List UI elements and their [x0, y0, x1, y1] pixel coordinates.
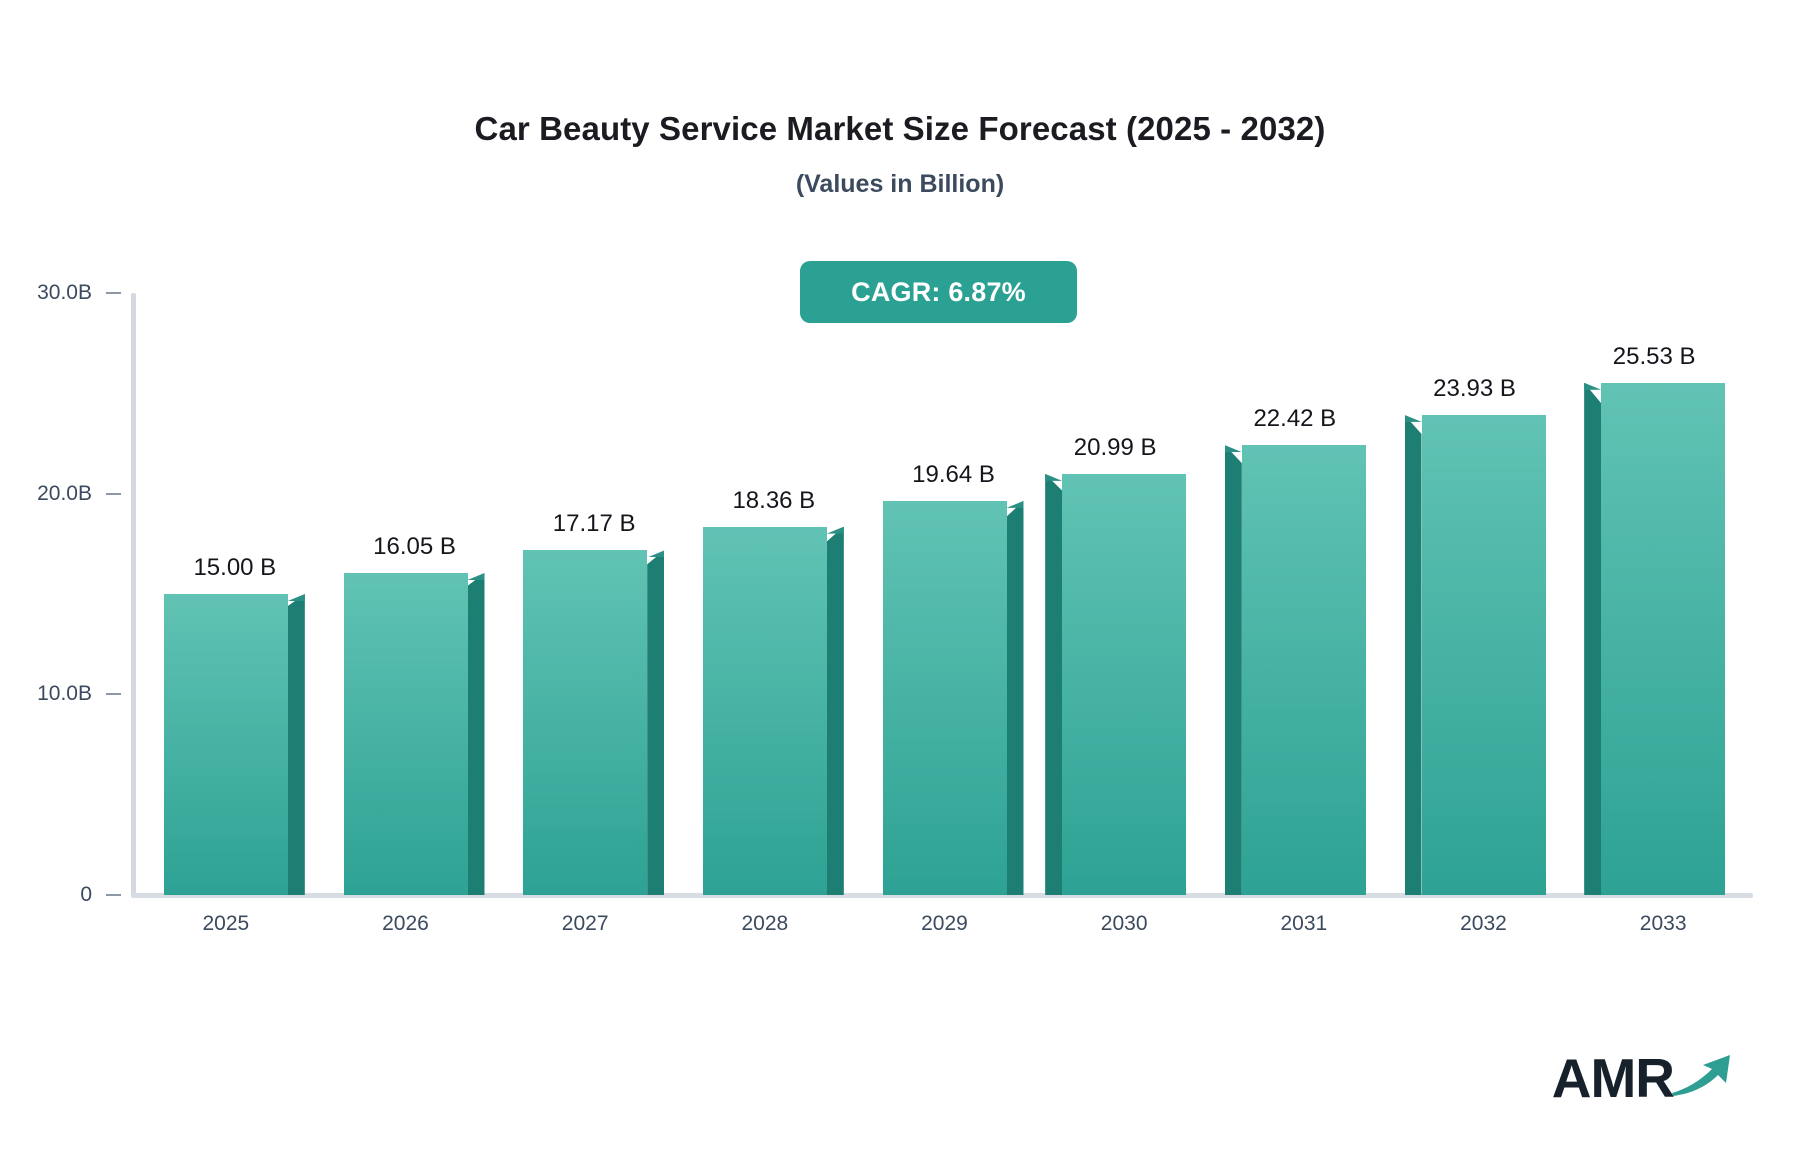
bar-column: 17.17 B [523, 293, 665, 895]
amr-logo: AMR [1552, 1049, 1734, 1106]
bar-top-cap [826, 526, 844, 534]
bar-face [1421, 414, 1546, 895]
bar-side-3d [287, 594, 305, 895]
x-axis-category-label: 2031 [1280, 912, 1328, 935]
y-axis-tick-label: 0 [80, 883, 92, 906]
bar-value-label: 17.17 B [552, 510, 636, 538]
y-axis-tick: 30.0B [0, 281, 131, 304]
y-axis-tick-label: 30.0B [37, 281, 92, 304]
bar[interactable]: 16.05 B [343, 533, 485, 895]
bar-top-cap [1045, 473, 1063, 481]
bar-column: 20.99 B [1045, 293, 1187, 895]
x-axis-category-label: 2026 [382, 912, 429, 935]
bar-column: 16.05 B [343, 293, 485, 895]
bar-column: 22.42 B [1224, 293, 1366, 895]
cagr-badge: CAGR: 6.87% [800, 261, 1077, 323]
bar-column: 23.93 B [1404, 293, 1546, 895]
bar[interactable]: 17.17 B [523, 510, 665, 895]
bar-column: 18.36 B [702, 293, 844, 895]
bar-column: 19.64 B [882, 293, 1024, 895]
y-axis-line [131, 293, 136, 897]
chart-title: Car Beauty Service Market Size Forecast … [474, 110, 1326, 147]
y-axis-tick-dash [106, 292, 121, 294]
bar-value-label: 23.93 B [1433, 374, 1516, 402]
y-axis-tick-label: 10.0B [37, 682, 92, 706]
bar-side-3d [1224, 445, 1242, 895]
bar-face [163, 594, 288, 895]
bar[interactable]: 23.93 B [1404, 375, 1546, 895]
bar-value-label: 20.99 B [1073, 433, 1157, 461]
bar[interactable]: 19.64 B [882, 461, 1024, 895]
y-axis-tick-dash [106, 492, 121, 495]
bar-face [882, 500, 1007, 895]
bar-face [1601, 382, 1726, 895]
y-axis-tick: 10.0B [0, 682, 131, 706]
trend-up-arrow-icon [1670, 1049, 1734, 1102]
bar[interactable]: 20.99 B [1045, 434, 1187, 895]
bar-face [343, 572, 468, 895]
bar-value-label: 22.42 B [1253, 405, 1337, 433]
bar-face [1241, 445, 1366, 895]
x-axis-category-label: 2027 [561, 912, 609, 935]
bar-top-cap [1404, 414, 1422, 422]
bar-side-3d [467, 572, 485, 895]
bar-value-label: 25.53 B [1612, 342, 1696, 370]
bar-series: 15.00 B 16.05 B 17.17 B 18.36 B 19.64 B 20.99… [136, 293, 1753, 895]
bar-top-cap [1006, 500, 1024, 508]
x-axis-category-label: 2025 [202, 912, 250, 935]
bar-face [1062, 473, 1187, 895]
logo-text: AMR [1551, 1047, 1675, 1109]
bar-top-cap [1224, 445, 1242, 453]
bar-value-label: 19.64 B [912, 460, 995, 488]
bar-column: 15.00 B [163, 293, 305, 895]
chart-subtitle: (Values in Billion) [795, 170, 1005, 198]
y-axis-tick-dash [106, 693, 121, 696]
bar-top-cap [647, 550, 665, 558]
bar[interactable]: 15.00 B [163, 554, 305, 895]
y-axis-tick: 20.0B [0, 481, 131, 505]
y-axis-tick: 0 [0, 883, 131, 906]
bar-face [702, 526, 827, 895]
bar-value-label: 15.00 B [193, 554, 277, 581]
bar[interactable]: 18.36 B [702, 487, 844, 895]
bar-column: 25.53 B [1584, 293, 1726, 895]
bar-side-3d [1404, 414, 1422, 895]
bar-side-3d [1045, 473, 1063, 895]
x-axis-category-label: 2030 [1100, 912, 1148, 935]
bar-top-cap [467, 572, 485, 580]
x-axis-category-label: 2028 [741, 912, 789, 935]
bar-value-label: 16.05 B [373, 532, 456, 560]
bar-top-cap [287, 594, 305, 601]
bar[interactable]: 22.42 B [1224, 405, 1366, 895]
bar-side-3d [647, 550, 665, 895]
x-axis-category-label: 2033 [1639, 912, 1687, 935]
bar-face [523, 550, 648, 895]
bar-side-3d [826, 526, 844, 895]
bar[interactable]: 25.53 B [1584, 343, 1726, 895]
bar-top-cap [1584, 382, 1602, 390]
bar-side-3d [1584, 382, 1602, 895]
x-axis-line [131, 893, 1753, 898]
y-axis-tick-dash [106, 894, 121, 896]
x-axis-category-label: 2029 [921, 912, 968, 935]
bar-value-label: 18.36 B [732, 486, 816, 514]
y-axis-tick-label: 20.0B [37, 481, 92, 505]
bar-side-3d [1006, 500, 1024, 895]
x-axis-category-label: 2032 [1460, 912, 1507, 935]
cagr-badge-label: CAGR: 6.87% [851, 276, 1026, 307]
